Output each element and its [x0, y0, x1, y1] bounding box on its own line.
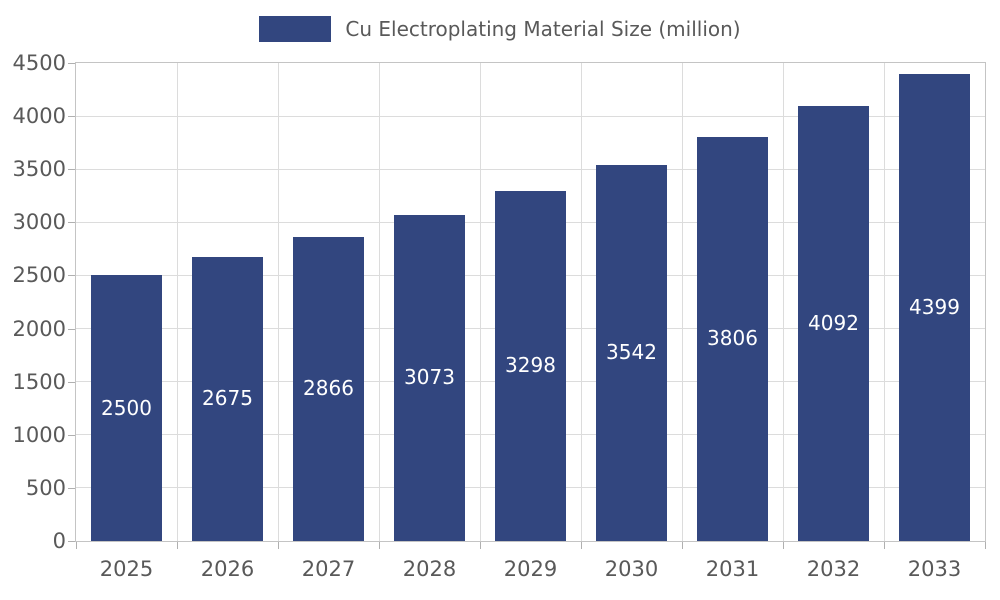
- y-tick-mark: [68, 116, 75, 118]
- y-tick-label: 3500: [12, 157, 66, 182]
- x-tick-mark: [278, 542, 279, 549]
- v-gridline: [580, 63, 582, 541]
- x-tick-label: 2027: [301, 557, 356, 581]
- x-tick-mark: [783, 542, 784, 549]
- bar-value-label: 2675: [202, 386, 253, 411]
- legend-label: Cu Electroplating Material Size (million…: [345, 17, 741, 41]
- x-tick-label: 2025: [99, 557, 154, 581]
- y-tick-mark: [68, 169, 75, 171]
- h-gridline: [76, 168, 985, 170]
- legend-item[interactable]: Cu Electroplating Material Size (million…: [0, 16, 1000, 42]
- y-tick-label: 3000: [12, 210, 66, 235]
- bar-2028[interactable]: [394, 214, 465, 541]
- bar-value-label: 4399: [909, 294, 960, 319]
- y-tick-label: 500: [25, 475, 66, 500]
- bar-2026[interactable]: [192, 256, 263, 541]
- bar-2031[interactable]: [697, 136, 768, 541]
- x-tick-label: 2032: [806, 557, 861, 581]
- y-tick-label: 1000: [12, 422, 66, 447]
- y-tick-mark: [68, 63, 75, 64]
- bar-value-label: 3298: [505, 353, 556, 378]
- h-gridline: [76, 115, 985, 117]
- x-tick-mark: [480, 542, 481, 549]
- y-tick-mark: [68, 381, 75, 383]
- v-gridline: [176, 63, 178, 541]
- y-tick-mark: [68, 275, 75, 277]
- x-tick-mark: [985, 542, 986, 549]
- x-axis: 2025 2026 2027 2028 2029 2030 2031 2032 2033: [76, 556, 985, 588]
- bar-value-label: 3073: [404, 365, 455, 390]
- x-tick-label: 2031: [705, 557, 760, 581]
- bar-2027[interactable]: [293, 236, 364, 541]
- y-tick-mark: [68, 328, 75, 330]
- x-tick-label: 2026: [200, 557, 255, 581]
- y-tick-label: 1500: [12, 369, 66, 394]
- x-tick-mark: [884, 542, 885, 549]
- x-tick-mark: [379, 542, 380, 549]
- y-tick-mark: [68, 434, 75, 436]
- y-tick-label: 0: [52, 529, 66, 553]
- plot-area: 2500 2675 2866 3073 3298 3542 3806 4092 4399: [75, 62, 986, 542]
- legend-swatch: [259, 16, 332, 42]
- x-tick-label: 2033: [907, 557, 962, 581]
- y-tick-mark: [68, 222, 75, 224]
- bar-2032[interactable]: [798, 106, 869, 541]
- bar-2030[interactable]: [596, 164, 667, 541]
- x-tick-mark: [682, 542, 683, 549]
- x-tick-mark: [177, 542, 178, 549]
- y-tick-label: 4000: [12, 104, 66, 129]
- x-tick-label: 2029: [503, 557, 558, 581]
- v-gridline: [479, 63, 481, 541]
- v-gridline: [277, 63, 279, 541]
- y-tick-mark: [68, 541, 75, 542]
- v-gridline: [883, 63, 885, 541]
- y-tick-label: 4500: [12, 51, 66, 75]
- v-gridline: [782, 63, 784, 541]
- bar-value-label: 2500: [101, 395, 152, 420]
- bar-value-label: 3806: [707, 326, 758, 351]
- x-tick-mark: [581, 542, 582, 549]
- v-gridline: [378, 63, 380, 541]
- bar-value-label: 2866: [303, 376, 354, 401]
- bar-2025[interactable]: [91, 275, 162, 541]
- y-axis: 0 500 1000 1500 2000 2500 3000 3500 4000 4500: [0, 53, 66, 552]
- bar-2033[interactable]: [899, 73, 970, 541]
- bar-value-label: 4092: [808, 311, 859, 336]
- bar-2029[interactable]: [495, 190, 566, 541]
- bar-value-label: 3542: [606, 340, 657, 365]
- x-tick-label: 2030: [604, 557, 659, 581]
- x-tick-mark: [76, 542, 77, 549]
- v-gridline: [681, 63, 683, 541]
- y-tick-label: 2000: [12, 316, 66, 341]
- y-tick-label: 2500: [12, 263, 66, 288]
- x-tick-label: 2028: [402, 557, 457, 581]
- y-tick-mark: [68, 487, 75, 489]
